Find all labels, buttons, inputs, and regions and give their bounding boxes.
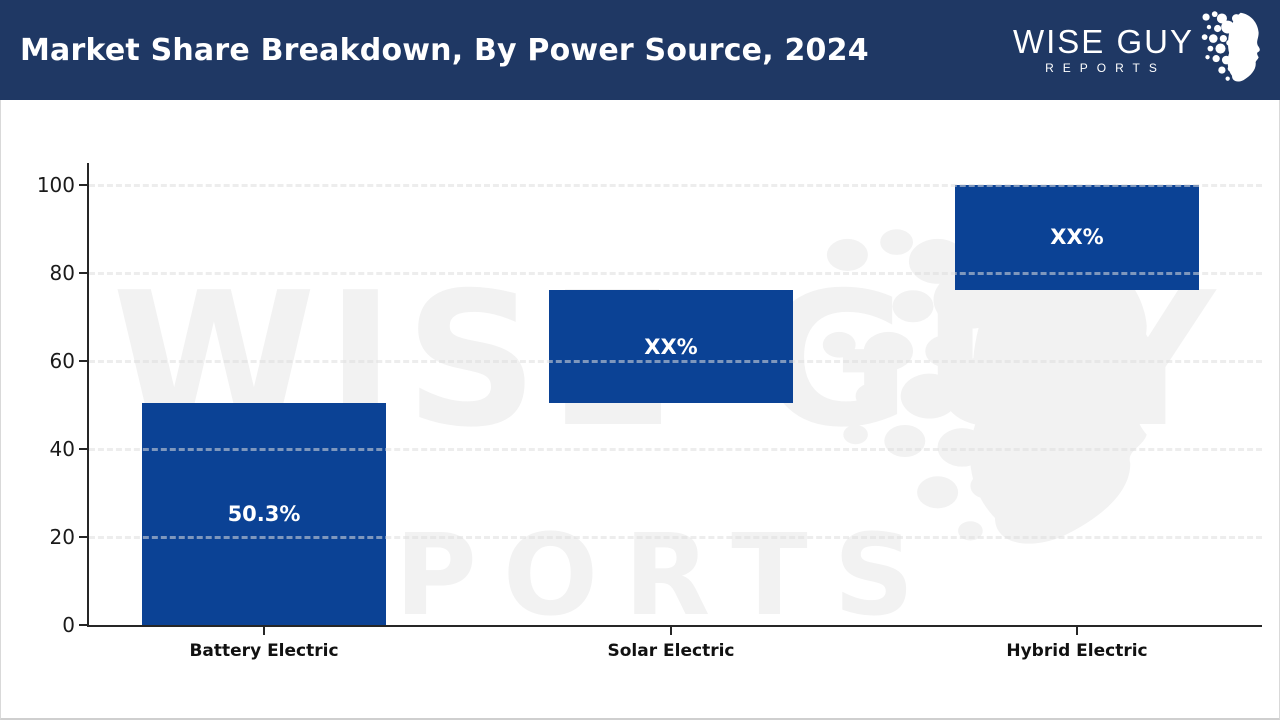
logo-subtitle: REPORTS [1045,61,1166,76]
wiseguy-logo-text: WISE GUY REPORTS [1012,22,1194,76]
x-category-label: Hybrid Electric [1006,641,1148,661]
bar-battery-electric [142,403,386,625]
page-title: Market Share Breakdown, By Power Source,… [20,32,869,68]
y-tick-label-0: 0 [62,613,75,637]
gridline-y40 [89,447,1262,451]
y-tick-label-40: 40 [49,436,75,461]
gridline-y60 [89,359,1262,363]
y-tick-mark-60 [79,359,88,362]
y-tick-mark-0 [79,624,88,626]
wiseguy-head-icon [1201,11,1260,82]
bar-solar-electric [549,290,793,404]
y-tick-mark-40 [79,447,88,450]
y-axis-line [87,163,89,627]
bar-value-label: XX% [1050,225,1104,250]
watermark-head-icon [822,229,1154,544]
y-tick-label-20: 20 [49,524,75,549]
wiseguy-logo: WISE GUY REPORTS [1013,7,1280,93]
bar-value-label: XX% [644,334,698,359]
bar-value-label: 50.3% [227,502,301,527]
gridline-y20 [89,535,1262,539]
y-tick-label-100: 100 [36,172,75,197]
x-tick-mark-3 [1076,627,1078,635]
y-tick-label-60: 60 [49,348,75,373]
y-tick-mark-20 [79,535,88,538]
y-tick-mark-100 [79,183,88,186]
x-axis-line [87,625,1262,627]
logo-wordmark: WISE GUY [1012,22,1194,60]
y-tick-mark-80 [79,271,88,274]
x-tick-mark-1 [263,627,265,635]
gridline-y100 [89,183,1262,187]
x-category-label: Battery Electric [189,641,339,661]
header-band: Market Share Breakdown, By Power Source,… [0,0,1280,100]
x-category-label: Solar Electric [607,641,735,661]
x-tick-mark-2 [670,627,672,635]
y-tick-label-80: 80 [49,260,75,285]
gridline-y80 [89,271,1262,275]
